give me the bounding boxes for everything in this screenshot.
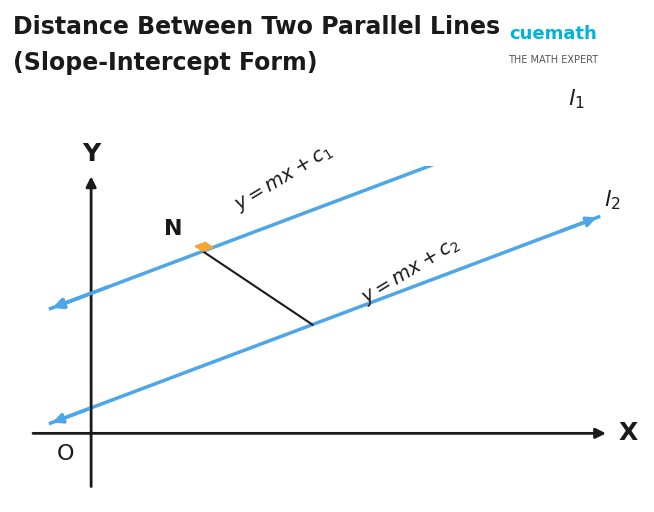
Text: THE MATH EXPERT: THE MATH EXPERT (508, 55, 598, 65)
Text: cuemath: cuemath (509, 25, 596, 42)
Polygon shape (195, 242, 213, 251)
Text: O: O (57, 444, 75, 464)
Text: (Slope-Intercept Form): (Slope-Intercept Form) (13, 51, 318, 75)
Text: $l_1$: $l_1$ (568, 87, 585, 111)
Text: $y =mx+ c_1$: $y =mx+ c_1$ (232, 141, 336, 216)
Text: Distance Between Two Parallel Lines: Distance Between Two Parallel Lines (13, 15, 500, 39)
Text: $y =mx+ c_2$: $y =mx+ c_2$ (358, 235, 463, 309)
Text: $l_2$: $l_2$ (604, 188, 620, 212)
Text: X: X (619, 421, 638, 445)
Text: N: N (164, 219, 182, 239)
Text: Y: Y (82, 142, 100, 166)
